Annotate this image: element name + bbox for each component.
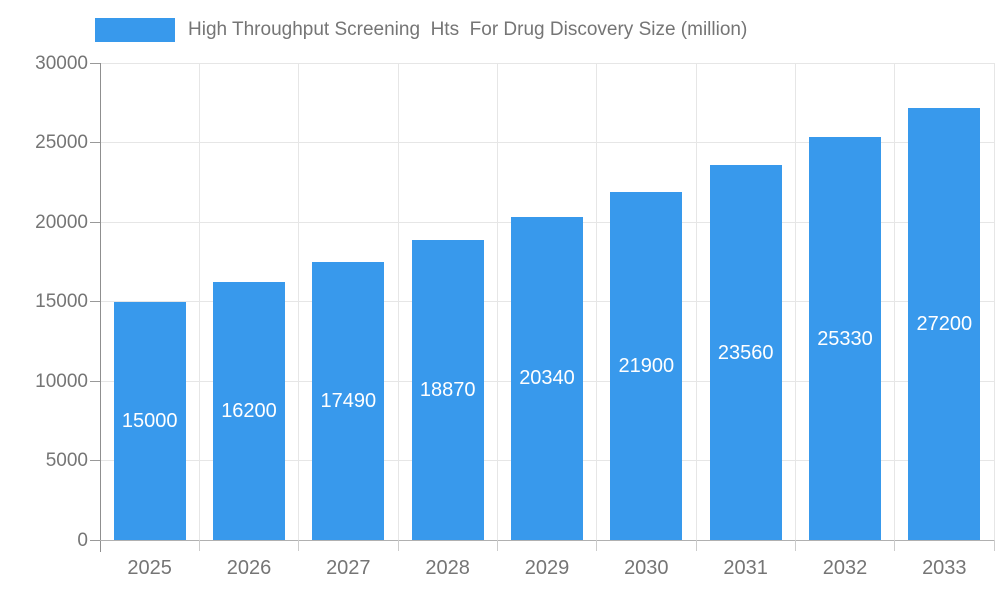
bar[interactable]: 21900 [610,191,683,540]
legend-label: High Throughput Screening Hts For Drug D… [188,19,748,40]
bar-value-label: 25330 [817,327,873,350]
y-axis-tick [90,142,100,143]
x-axis-tick [397,540,399,551]
y-axis-tick-label: 30000 [35,52,88,74]
bar-value-label: 20340 [519,367,575,390]
bar[interactable]: 23560 [709,165,782,540]
y-axis-tick-label: 10000 [35,370,88,392]
gridline-vertical [894,63,896,540]
x-axis-tick-label: 2028 [425,557,470,579]
bar-value-label: 15000 [121,409,178,432]
x-axis-tick [198,540,200,551]
x-axis-tick-label: 2027 [326,557,371,579]
x-axis-tick-label: 2033 [922,557,967,579]
gridline-vertical [695,63,697,540]
bar[interactable]: 16200 [213,282,285,540]
x-axis-tick [596,540,598,551]
y-axis-line [99,63,101,552]
y-axis-tick [90,539,100,541]
gridline-vertical [298,63,300,540]
x-axis-tick-label: 2031 [723,557,768,579]
y-axis-tick-label: 20000 [35,211,88,233]
y-axis-tick-label: 15000 [35,291,88,312]
legend-swatch [95,18,175,42]
y-axis-tick-label: 0 [77,529,88,551]
x-axis-tick-label: 2032 [822,557,868,579]
gridline-horizontal [100,142,994,143]
bar-value-label: 16200 [221,400,277,423]
bar-value-label: 17490 [320,389,377,412]
gridline-vertical [397,63,399,540]
bar[interactable]: 20340 [511,216,583,540]
bar[interactable]: 27200 [908,107,981,540]
y-axis-tick [90,460,100,461]
bar-value-label: 27200 [916,312,973,335]
x-axis-tick-label: 2026 [226,557,272,579]
gridline-vertical [496,63,498,540]
bar[interactable]: 17490 [312,261,385,540]
x-axis-tick [894,540,896,551]
x-axis-tick [695,540,697,551]
x-axis-tick [993,540,995,551]
x-axis-tick-label: 2030 [624,557,669,579]
gridline-vertical [596,63,598,540]
x-axis-tick-label: 2029 [524,557,570,579]
y-axis-tick [90,62,100,64]
x-axis-tick [794,540,796,551]
bar-value-label: 21900 [618,354,675,377]
y-axis-tick [90,380,100,382]
gridline-horizontal [100,62,994,64]
gridline-vertical [198,63,200,540]
bar[interactable]: 25330 [809,137,881,540]
bar-value-label: 23560 [717,341,774,364]
y-axis-tick-label: 25000 [35,132,88,153]
gridline-vertical [993,63,995,540]
x-axis-tick [496,540,498,551]
bar[interactable]: 18870 [411,239,484,540]
bar[interactable]: 15000 [113,301,186,540]
x-axis-line [90,539,994,541]
x-axis-tick [298,540,300,551]
y-axis-tick-label: 5000 [45,450,88,471]
x-axis-tick-label: 2025 [127,557,172,579]
y-axis-tick [90,221,100,223]
y-axis-tick [90,301,100,302]
bar-value-label: 18870 [419,378,476,401]
gridline-vertical [794,63,796,540]
